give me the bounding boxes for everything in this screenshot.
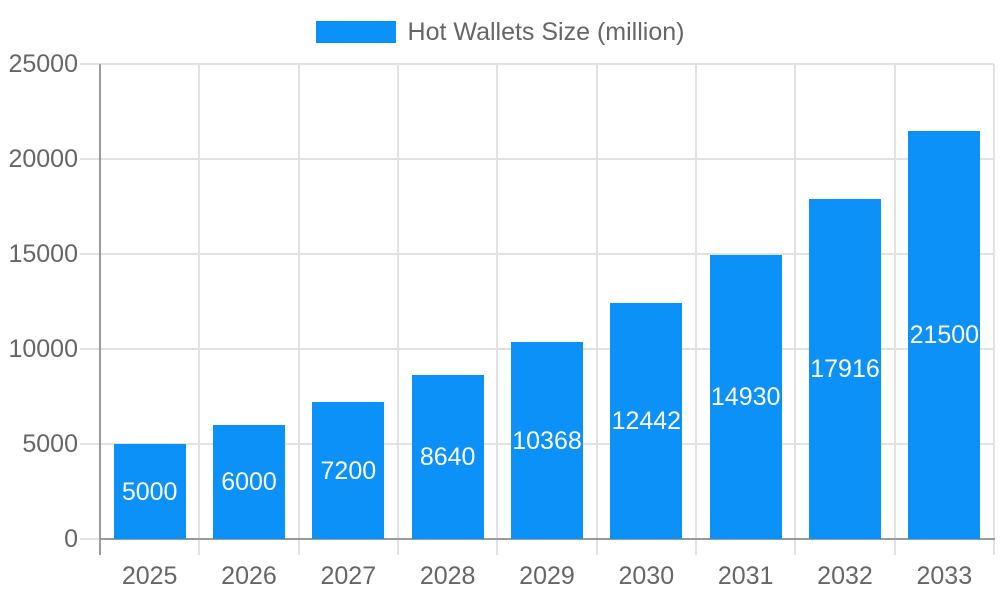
legend: Hot Wallets Size (million) (0, 18, 1000, 46)
bar-2029[interactable] (511, 342, 583, 539)
bar-value-label: 6000 (221, 468, 277, 496)
x-tick-label: 2029 (519, 562, 575, 590)
gridline-h (100, 253, 994, 255)
bar-2030[interactable] (610, 302, 683, 539)
x-tick-label: 2032 (817, 562, 873, 590)
bar-value-label: 21500 (909, 320, 980, 349)
x-tick-label: 2031 (717, 562, 774, 590)
x-axis-line (99, 538, 995, 540)
x-tick-label: 2025 (121, 562, 178, 590)
bar-2025[interactable] (113, 444, 186, 539)
legend-swatch (315, 21, 396, 43)
bar-2026[interactable] (213, 425, 285, 539)
bar-2031[interactable] (709, 255, 782, 539)
x-tick-label: 2030 (618, 562, 675, 590)
gridline-v (198, 64, 201, 555)
y-axis-tick (80, 348, 100, 350)
gridline-v (794, 64, 797, 555)
bar-value-label: 14930 (710, 383, 781, 412)
y-tick-label: 5000 (22, 430, 78, 458)
bar-value-label: 12442 (611, 406, 682, 435)
y-tick-label: 15000 (8, 240, 78, 268)
bar-value-label: 17916 (810, 354, 880, 383)
y-tick-label: 25000 (8, 50, 78, 78)
gridline-v (695, 64, 697, 555)
gridline-v (397, 64, 399, 555)
bar-value-label: 10368 (512, 426, 582, 455)
y-axis-line (99, 64, 101, 555)
bar-value-label: 8640 (419, 442, 476, 471)
legend-label: Hot Wallets Size (million) (407, 17, 685, 46)
x-tick-label: 2028 (419, 562, 476, 590)
y-tick-label: 10000 (8, 335, 78, 363)
gridline-v (297, 64, 300, 555)
gridline-v (595, 64, 598, 555)
y-tick-label: 0 (64, 525, 78, 553)
gridline-v (893, 64, 896, 555)
bar-2032[interactable] (809, 198, 881, 539)
gridline-v (496, 64, 499, 555)
bar-2027[interactable] (312, 402, 385, 539)
bar-value-label: 7200 (320, 456, 377, 485)
x-tick-label: 2033 (916, 562, 973, 590)
x-tick-label: 2026 (221, 562, 277, 590)
gridline-h (100, 158, 994, 160)
x-tick-label: 2027 (320, 562, 377, 590)
legend-item[interactable]: Hot Wallets Size (million) (315, 17, 685, 47)
y-tick-label: 20000 (8, 145, 78, 173)
y-axis-tick (80, 538, 100, 540)
y-axis-tick (80, 253, 100, 255)
bar-value-label: 5000 (121, 477, 178, 506)
bar-2033[interactable] (908, 130, 981, 539)
gridline-h (100, 63, 994, 65)
y-axis-tick (80, 443, 100, 445)
y-axis-tick (80, 158, 100, 160)
y-axis-tick (80, 63, 100, 65)
bar-2028[interactable] (411, 374, 484, 539)
gridline-v (993, 64, 995, 555)
